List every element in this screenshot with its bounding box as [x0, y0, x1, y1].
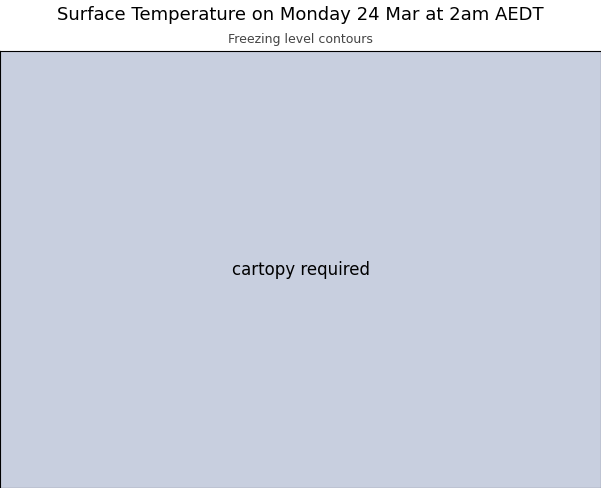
Text: Freezing level contours: Freezing level contours [228, 34, 373, 46]
Text: Surface Temperature on Monday 24 Mar at 2am AEDT: Surface Temperature on Monday 24 Mar at … [57, 6, 544, 24]
Text: cartopy required: cartopy required [231, 261, 370, 279]
